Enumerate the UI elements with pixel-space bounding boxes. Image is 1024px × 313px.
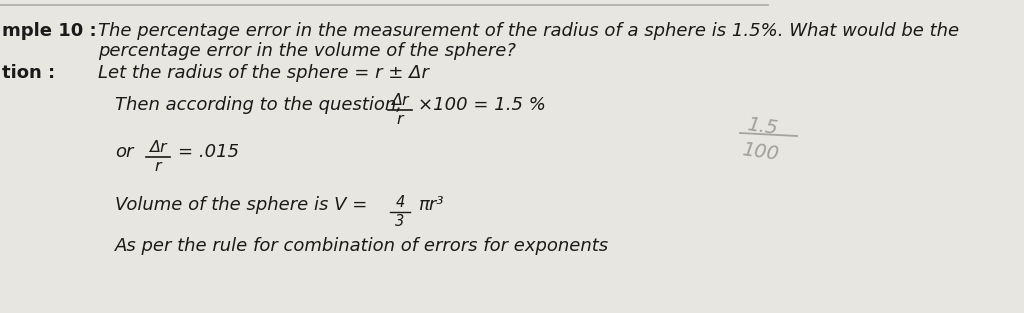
Text: As per the rule for combination of errors for exponents: As per the rule for combination of error… [115,237,609,255]
Text: r: r [396,112,403,127]
Text: 4: 4 [395,195,404,210]
Text: Volume of the sphere is V =: Volume of the sphere is V = [115,196,368,214]
Text: Δr: Δr [150,140,167,155]
Text: πr³: πr³ [418,196,443,214]
Text: Then according to the question,: Then according to the question, [115,96,402,114]
Text: 100: 100 [740,140,779,164]
Text: percentage error in the volume of the sphere?: percentage error in the volume of the sp… [98,42,516,60]
Text: 3: 3 [395,214,404,229]
Text: r: r [155,159,162,174]
Text: or: or [115,143,133,161]
Text: tion :: tion : [2,64,61,82]
Text: 1.5: 1.5 [745,115,778,138]
Text: Let the radius of the sphere = r ± Δr: Let the radius of the sphere = r ± Δr [98,64,429,82]
Text: Δr: Δr [391,93,409,108]
Text: The percentage error in the measurement of the radius of a sphere is 1.5%. What : The percentage error in the measurement … [98,22,959,40]
Text: ×100 = 1.5 %: ×100 = 1.5 % [418,96,546,114]
Text: mple 10 :: mple 10 : [2,22,102,40]
Text: = .015: = .015 [178,143,240,161]
